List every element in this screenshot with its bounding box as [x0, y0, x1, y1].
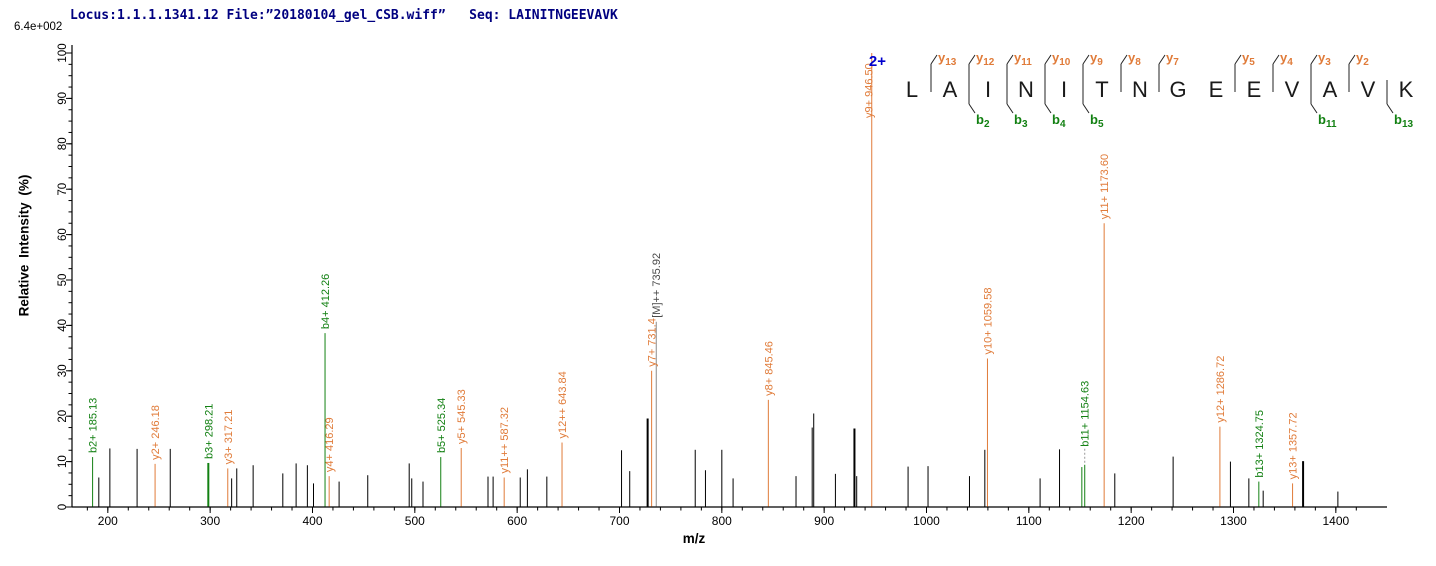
peak-label: b2+ 185.13: [88, 398, 100, 453]
x-tick-label: 1300: [1220, 514, 1247, 528]
sequence-residue: T: [1095, 77, 1108, 102]
sequence-residue: K: [1399, 77, 1414, 102]
y12-ion-label: y12: [976, 50, 995, 68]
x-tick-label: 200: [98, 514, 118, 528]
x-tick-label: 700: [609, 514, 629, 528]
peak-label: y12+ 1286.72: [1215, 356, 1227, 423]
y-tick-label: 0: [57, 504, 69, 510]
y-tick-label: 10: [57, 455, 69, 468]
peak-labels: b2+ 185.13 y2+ 246.18 b3+ 298.21 y3+ 317.21…: [88, 63, 1300, 479]
y8-ion-label: y8: [1128, 50, 1141, 68]
axis-tick-labels: 200 300 400 500 600 700 800 900 1000 1100 1200 1300…: [57, 43, 1350, 528]
y-tick-label: 80: [57, 137, 69, 150]
x-tick-label: 1200: [1118, 514, 1145, 528]
peak-label: y2+ 246.18: [150, 405, 162, 460]
peak-label: y5+ 545.33: [456, 389, 468, 444]
sequence-residue: E: [1247, 77, 1262, 102]
y13-ion-label: y13: [938, 50, 957, 68]
b3-ion-label: b3: [1014, 112, 1028, 130]
peak-label: y11+ 1173.60: [1099, 154, 1111, 219]
sequence-residue: I: [1061, 77, 1067, 102]
peak-label: b3+ 298.21: [203, 404, 215, 459]
axes: [71, 45, 1387, 508]
y5-ion-label: y5: [1242, 50, 1255, 68]
x-tick-label: 400: [302, 514, 322, 528]
peak-label: b4+ 412.26: [320, 274, 332, 329]
b4-ion-label: b4: [1052, 112, 1066, 130]
peak-label: y13+ 1357.72: [1288, 412, 1300, 479]
x-tick-label: 1400: [1322, 514, 1349, 528]
peak-label: y10+ 1059.58: [982, 288, 994, 355]
y-tick-label: 70: [57, 183, 69, 196]
y7-ion-label: y7: [1166, 50, 1179, 68]
peaks: [92, 53, 1339, 507]
sequence-residue: A: [943, 77, 958, 102]
sequence-residue: A: [1323, 77, 1338, 102]
peak-label: y4+ 416.29: [324, 417, 336, 472]
y-tick-label: 50: [57, 274, 69, 287]
axis-ticks: [66, 52, 1357, 513]
header-locus-line: Locus:1.1.1.1341.12 File:”20180104_gel_C…: [70, 8, 618, 23]
y10-ion-label: y10: [1052, 50, 1071, 68]
peak-label: y7+ 731.4: [647, 318, 659, 367]
peak-label: [M]++ 735.92: [651, 253, 663, 318]
sequence-residue: N: [1132, 77, 1148, 102]
peak-label: y9+ 946.50: [864, 63, 876, 118]
sequence-residue: I: [985, 77, 991, 102]
b13-ion-label: b13: [1394, 112, 1414, 130]
b11-ion-label: b11: [1318, 112, 1337, 130]
x-tick-label: 900: [814, 514, 834, 528]
sequence-residue: E: [1209, 77, 1224, 102]
peak-label: b11+ 1154.63: [1080, 381, 1092, 447]
y11-ion-label: y11: [1014, 50, 1032, 68]
y9-ion-label: y9: [1090, 50, 1103, 68]
y2-ion-label: y2: [1356, 50, 1369, 68]
y-tick-label: 30: [57, 364, 69, 377]
y-tick-label: 100: [57, 43, 69, 62]
intensity-scale-label: 6.4e+002: [14, 21, 63, 33]
y-tick-label: 20: [57, 410, 69, 423]
sequence-residue: G: [1169, 77, 1186, 102]
peak-label: y12++ 643.84: [557, 371, 569, 438]
x-tick-label: 300: [200, 514, 220, 528]
y3-ion-label: y3: [1318, 50, 1331, 68]
x-tick-label: 1100: [1016, 514, 1042, 528]
sequence-residue: V: [1285, 77, 1300, 102]
sequence-residue: L: [906, 77, 918, 102]
x-tick-label: 800: [712, 514, 732, 528]
peak-label: y11++ 587.32: [499, 407, 511, 473]
sequence-residue: N: [1018, 77, 1034, 102]
b5-ion-label: b5: [1090, 112, 1104, 130]
b2-ion-label: b2: [976, 112, 990, 130]
charge-state-label: 2+: [869, 53, 886, 70]
peak-label: b13+ 1324.75: [1254, 410, 1266, 478]
sequence-residue: V: [1361, 77, 1376, 102]
x-tick-label: 500: [405, 514, 425, 528]
peak-label: b5+ 525.34: [436, 398, 448, 453]
y-tick-label: 40: [57, 319, 69, 332]
y4-ion-label: y4: [1280, 50, 1293, 68]
x-tick-label: 600: [507, 514, 527, 528]
x-tick-label: 1000: [913, 514, 940, 528]
y-axis-title: Relative Intensity (%): [16, 174, 32, 317]
y-tick-label: 60: [57, 228, 69, 241]
x-axis-title: m/z: [682, 531, 706, 546]
peak-label: y8+ 845.46: [763, 341, 775, 396]
peak-label: y3+ 317.21: [223, 410, 235, 465]
y-tick-label: 90: [57, 92, 69, 105]
